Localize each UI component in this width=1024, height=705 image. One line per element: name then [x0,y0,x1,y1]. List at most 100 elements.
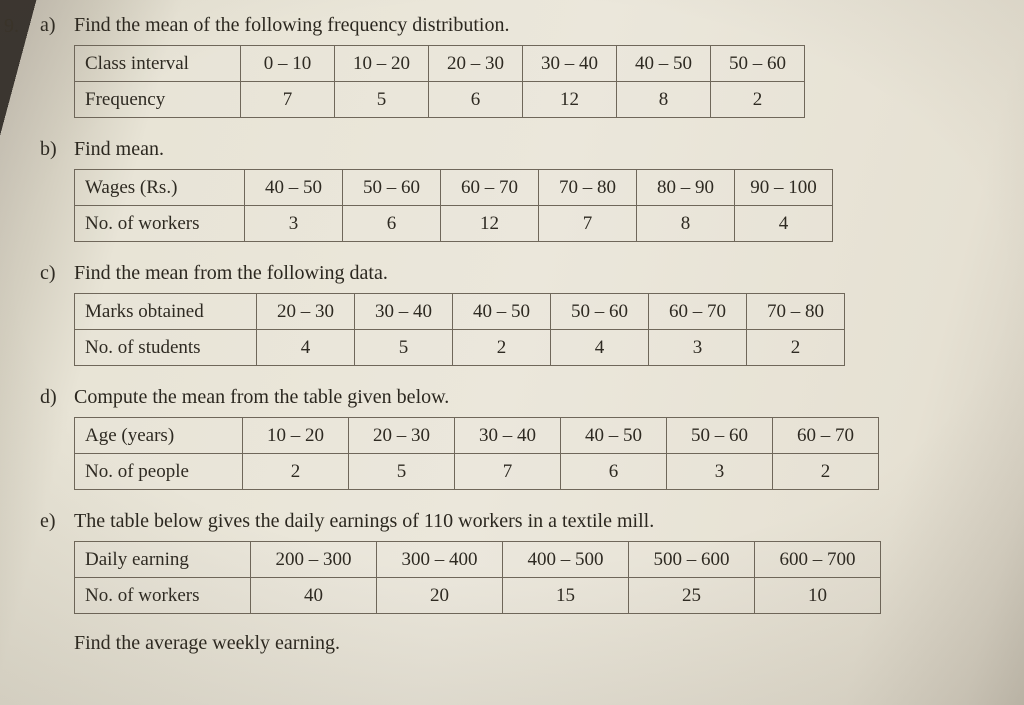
table-cell: 10 – 20 [243,418,349,454]
part-c-label: c) [40,260,74,285]
table-cell: 70 – 80 [747,294,845,330]
part-d-body: Compute the mean from the table given be… [74,384,1000,500]
table-cell: 40 – 50 [561,418,667,454]
table-cell: 20 – 30 [429,46,523,82]
table-cell: 2 [453,330,551,366]
table-cell: 30 – 40 [355,294,453,330]
table-cell: 40 – 50 [245,170,343,206]
row-label: Age (years) [75,418,243,454]
table-cell: 6 [561,454,667,490]
table-cell: 20 [377,578,503,614]
table-cell: 80 – 90 [637,170,735,206]
part-c-table: Marks obtained 20 – 30 30 – 40 40 – 50 5… [74,293,845,366]
part-e-table: Daily earning 200 – 300 300 – 400 400 – … [74,541,881,614]
row-label: Class interval [75,46,241,82]
part-b-prompt: Find mean. [74,136,1000,163]
table-cell: 10 [755,578,881,614]
table-cell: 2 [747,330,845,366]
table-cell: 7 [241,82,335,118]
table-cell: 3 [245,206,343,242]
table-row: No. of workers 40 20 15 25 10 [75,578,881,614]
part-a-body: Find the mean of the following frequency… [74,12,1000,128]
table-cell: 5 [335,82,429,118]
table-cell: 5 [349,454,455,490]
table-row: Age (years) 10 – 20 20 – 30 30 – 40 40 –… [75,418,879,454]
table-cell: 30 – 40 [523,46,617,82]
table-cell: 25 [629,578,755,614]
part-c-body: Find the mean from the following data. M… [74,260,1000,376]
table-cell: 20 – 30 [257,294,355,330]
table-cell: 2 [711,82,805,118]
table-cell: 2 [243,454,349,490]
table-cell: 50 – 60 [667,418,773,454]
table-cell: 600 – 700 [755,542,881,578]
row-label: Wages (Rs.) [75,170,245,206]
row-label: No. of workers [75,206,245,242]
table-cell: 30 – 40 [455,418,561,454]
part-b-body: Find mean. Wages (Rs.) 40 – 50 50 – 60 6… [74,136,1000,252]
row-label: Marks obtained [75,294,257,330]
table-row: No. of people 2 5 7 6 3 2 [75,454,879,490]
table-cell: 5 [355,330,453,366]
table-cell: 6 [429,82,523,118]
table-cell: 3 [649,330,747,366]
part-e: e) The table below gives the daily earni… [40,508,1000,624]
part-d-table: Age (years) 10 – 20 20 – 30 30 – 40 40 –… [74,417,879,490]
table-cell: 60 – 70 [773,418,879,454]
table-cell: 400 – 500 [503,542,629,578]
table-cell: 10 – 20 [335,46,429,82]
part-e-prompt: The table below gives the daily earnings… [74,508,1000,535]
table-cell: 4 [551,330,649,366]
table-cell: 50 – 60 [711,46,805,82]
part-e-body: The table below gives the daily earnings… [74,508,1000,624]
table-row: No. of students 4 5 2 4 3 2 [75,330,845,366]
page-content: 9. a) Find the mean of the following fre… [30,0,1010,665]
table-row: Marks obtained 20 – 30 30 – 40 40 – 50 5… [75,294,845,330]
part-b-label: b) [40,136,74,161]
table-cell: 4 [735,206,833,242]
table-cell: 0 – 10 [241,46,335,82]
table-cell: 50 – 60 [551,294,649,330]
table-cell: 20 – 30 [349,418,455,454]
question-number: 9. [4,15,19,38]
table-cell: 12 [523,82,617,118]
part-c: c) Find the mean from the following data… [40,260,1000,376]
table-cell: 3 [667,454,773,490]
table-row: Wages (Rs.) 40 – 50 50 – 60 60 – 70 70 –… [75,170,833,206]
table-cell: 70 – 80 [539,170,637,206]
table-row: Daily earning 200 – 300 300 – 400 400 – … [75,542,881,578]
row-label: Daily earning [75,542,251,578]
table-cell: 6 [343,206,441,242]
table-row: Class interval 0 – 10 10 – 20 20 – 30 30… [75,46,805,82]
part-a-prompt: Find the mean of the following frequency… [74,12,1000,39]
row-label: No. of workers [75,578,251,614]
part-d-label: d) [40,384,74,409]
table-cell: 8 [617,82,711,118]
table-cell: 90 – 100 [735,170,833,206]
part-b: b) Find mean. Wages (Rs.) 40 – 50 50 – 6… [40,136,1000,252]
part-a: a) Find the mean of the following freque… [40,12,1000,128]
table-cell: 8 [637,206,735,242]
part-c-prompt: Find the mean from the following data. [74,260,1000,287]
table-cell: 7 [539,206,637,242]
part-b-table: Wages (Rs.) 40 – 50 50 – 60 60 – 70 70 –… [74,169,833,242]
part-a-table: Class interval 0 – 10 10 – 20 20 – 30 30… [74,45,805,118]
table-cell: 4 [257,330,355,366]
table-cell: 200 – 300 [251,542,377,578]
part-d: d) Compute the mean from the table given… [40,384,1000,500]
table-cell: 40 – 50 [617,46,711,82]
table-cell: 40 [251,578,377,614]
table-cell: 12 [441,206,539,242]
part-e-label: e) [40,508,74,533]
row-label: Frequency [75,82,241,118]
row-label: No. of students [75,330,257,366]
table-row: Frequency 7 5 6 12 8 2 [75,82,805,118]
table-cell: 500 – 600 [629,542,755,578]
part-e-closing: Find the average weekly earning. [74,632,1000,655]
table-cell: 60 – 70 [649,294,747,330]
row-label: No. of people [75,454,243,490]
table-row: No. of workers 3 6 12 7 8 4 [75,206,833,242]
table-cell: 15 [503,578,629,614]
table-cell: 7 [455,454,561,490]
table-cell: 40 – 50 [453,294,551,330]
